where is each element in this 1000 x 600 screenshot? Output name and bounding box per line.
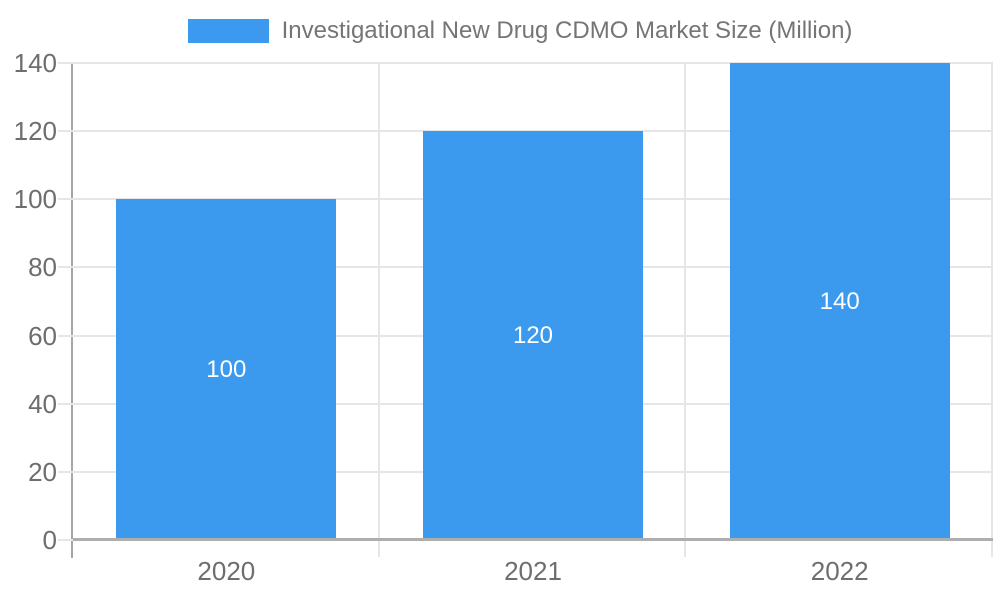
- x-tick: [378, 541, 380, 557]
- v-gridline: [378, 63, 380, 540]
- y-tick: [58, 470, 73, 473]
- x-tick: [991, 541, 993, 557]
- bar-2020[interactable]: 100: [116, 199, 337, 540]
- y-tick: [58, 62, 73, 64]
- y-tick: [58, 539, 73, 541]
- y-axis-label: 40: [28, 388, 57, 419]
- bar-2022[interactable]: 140: [729, 63, 950, 540]
- y-tick: [58, 266, 73, 269]
- x-axis-label: 2020: [197, 556, 256, 586]
- plot-area: 100 120 140: [73, 62, 993, 540]
- legend-label: Investigational New Drug CDMO Market Siz…: [281, 17, 853, 44]
- y-axis-label: 20: [28, 456, 57, 487]
- x-tick: [684, 541, 686, 557]
- y-tick: [58, 130, 73, 133]
- bar-value-label: 100: [206, 355, 247, 383]
- legend-swatch-icon: [187, 19, 269, 43]
- y-axis-label: 120: [13, 116, 57, 147]
- y-tick: [58, 402, 73, 405]
- v-gridline: [991, 63, 993, 540]
- bar-2021[interactable]: 120: [423, 131, 643, 540]
- y-axis-label: 0: [42, 525, 57, 555]
- x-axis-label: 2022: [810, 556, 869, 586]
- legend-item[interactable]: Investigational New Drug CDMO Market Siz…: [40, 17, 1000, 45]
- y-axis-label: 80: [28, 252, 57, 283]
- bar-value-label: 120: [512, 321, 554, 349]
- v-gridline: [684, 63, 686, 540]
- h-gridline: [73, 130, 993, 133]
- y-tick: [58, 334, 73, 337]
- x-axis-label: 2021: [504, 556, 562, 586]
- y-axis-label: 60: [28, 320, 57, 351]
- y-axis-label: 100: [13, 184, 57, 215]
- y-tick: [58, 198, 73, 201]
- y-axis-label: 140: [13, 48, 57, 78]
- h-gridline: [73, 62, 993, 64]
- bar-value-label: 140: [819, 287, 860, 315]
